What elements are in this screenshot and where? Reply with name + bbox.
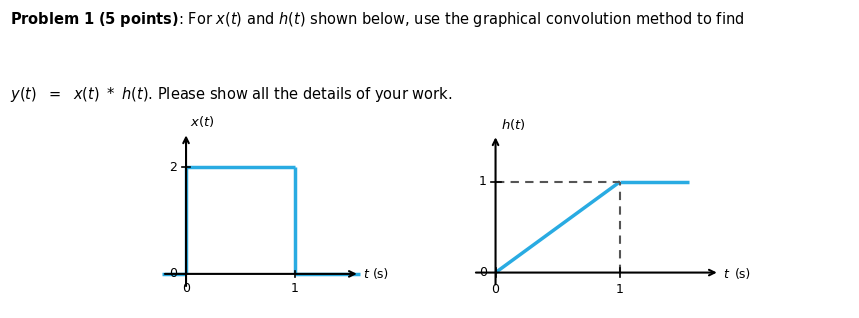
Text: 1: 1 [479, 175, 487, 188]
Text: 1: 1 [616, 283, 624, 296]
Text: $h(t)$: $h(t)$ [501, 117, 526, 132]
Text: $t$: $t$ [723, 268, 731, 281]
Text: 2: 2 [169, 161, 177, 174]
Text: (s): (s) [734, 268, 751, 281]
Text: 0: 0 [182, 282, 190, 295]
Text: $\mathbf{Problem\ 1\ (5\ points)}$: For $\it{x}(t)$ and $\it{h}(t)$ shown below,: $\mathbf{Problem\ 1\ (5\ points)}$: For … [10, 10, 745, 29]
Text: $x(t)$: $x(t)$ [191, 114, 215, 129]
Text: 0: 0 [491, 283, 500, 296]
Text: $t$: $t$ [362, 268, 370, 281]
Text: 0: 0 [478, 266, 487, 279]
Text: 0: 0 [169, 267, 177, 280]
Text: $\it{y}(t)\ \ =\ \ \it{x}(t)\ *\ \it{h}(t)$. Please show all the details of your: $\it{y}(t)\ \ =\ \ \it{x}(t)\ *\ \it{h}(… [10, 85, 453, 104]
Text: 1: 1 [290, 282, 298, 295]
Text: (s): (s) [373, 268, 389, 281]
